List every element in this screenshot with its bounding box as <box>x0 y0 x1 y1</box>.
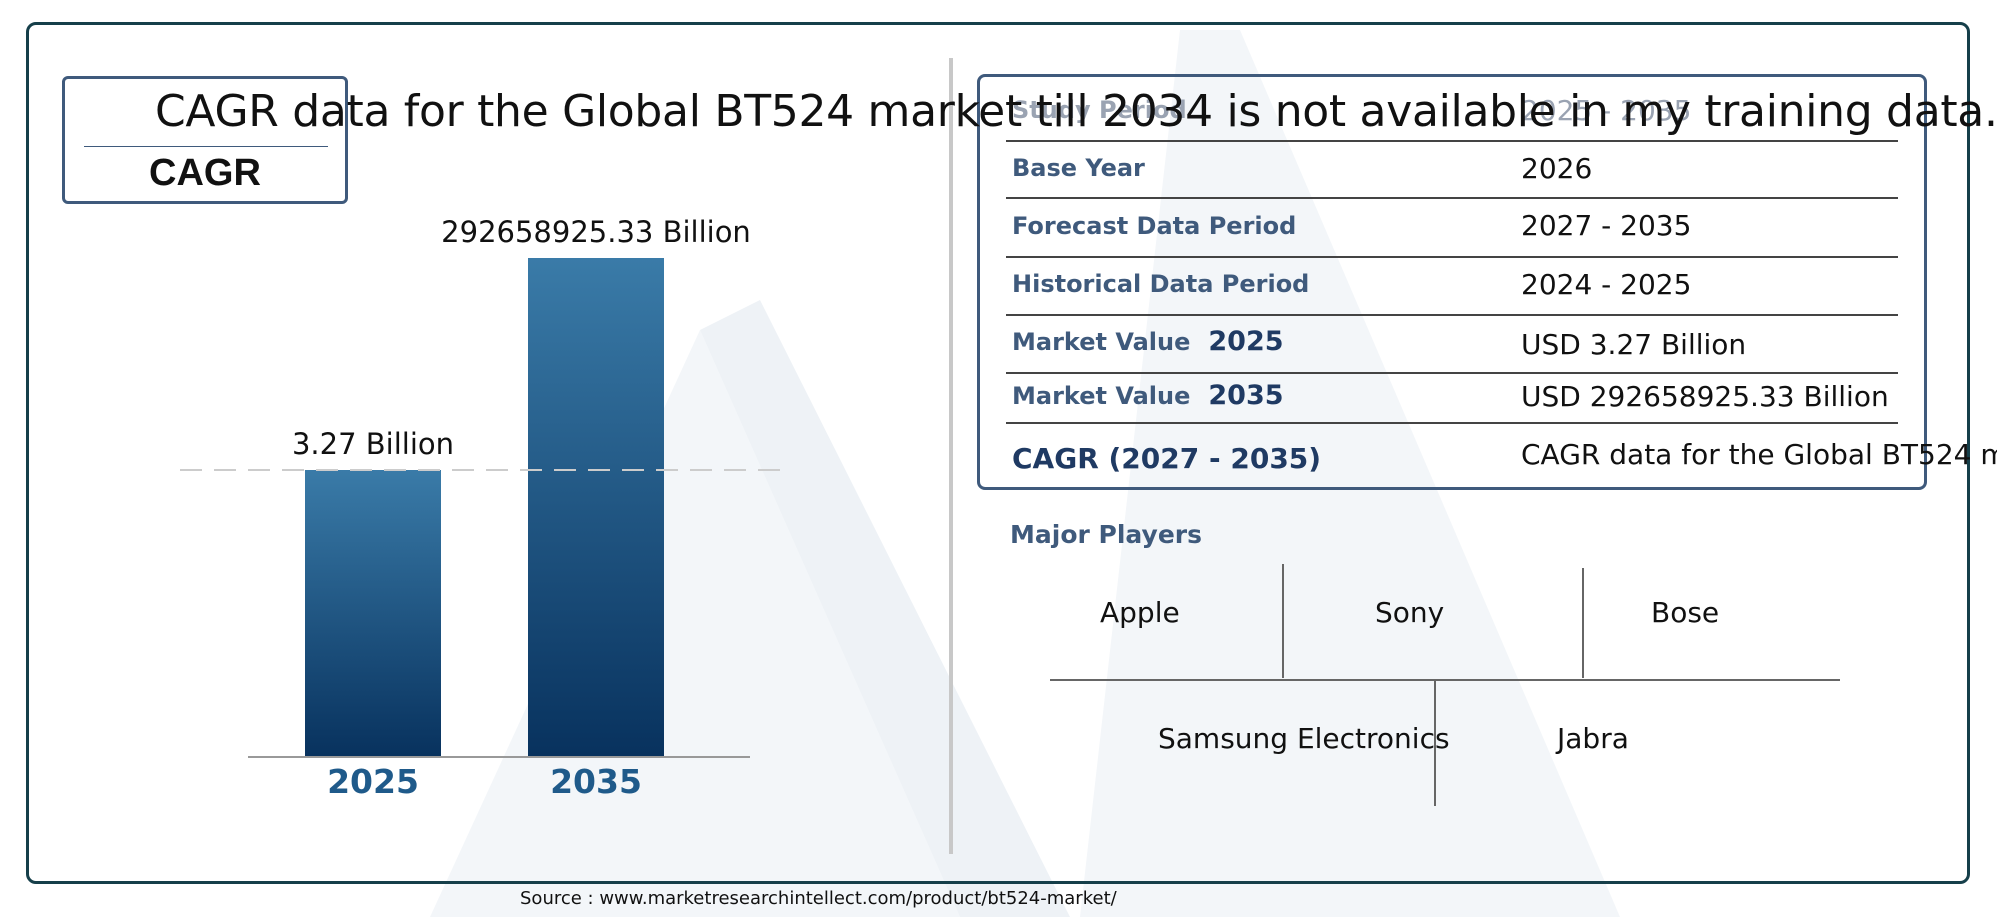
player-divider <box>1282 564 1284 678</box>
row-label-text: Market Value <box>1012 382 1191 410</box>
row-value-historical-period: 2024 - 2025 <box>1521 268 1692 301</box>
tick-label-2025: 2025 <box>327 762 419 801</box>
row-value-base-year: 2026 <box>1521 152 1593 185</box>
player-jabra: Jabra <box>1557 722 1629 755</box>
info-table-box <box>977 74 1927 490</box>
row-value-cagr: CAGR data for the Global BT524 mark <box>1521 438 1997 471</box>
row-label-historical-period: Historical Data Period <box>1012 270 1310 298</box>
tick-label-2035: 2035 <box>550 762 642 801</box>
major-players-title: Major Players <box>1010 520 1202 549</box>
row-label-forecast-period: Forecast Data Period <box>1012 212 1297 240</box>
row-year-2035: 2035 <box>1208 380 1284 411</box>
row-divider <box>1006 314 1898 316</box>
row-value-study-period: 2025 - 2035 <box>1521 94 1692 127</box>
row-label-market-value-2035: Market Value 2035 <box>1012 380 1284 411</box>
vertical-divider <box>949 58 953 854</box>
player-divider <box>1050 679 1840 681</box>
bar-chart: 3.27 Billion 2025 292658925.33 Billion 2035 <box>180 215 790 801</box>
cagr-box <box>62 76 348 204</box>
player-samsung-electronics: Samsung Electronics <box>1158 722 1450 755</box>
bar-2025 <box>305 470 441 756</box>
row-divider <box>1006 256 1898 258</box>
content-frame <box>26 22 1970 884</box>
row-divider <box>1006 372 1898 374</box>
player-sony: Sony <box>1375 596 1445 629</box>
row-divider <box>1006 197 1898 199</box>
row-label-cagr: CAGR (2027 - 2035) <box>1012 442 1322 475</box>
row-value-market-value-2025: USD 3.27 Billion <box>1521 328 1747 361</box>
row-divider <box>1006 140 1898 142</box>
headline-text: CAGR data for the Global BT524 market ti… <box>155 86 1998 137</box>
row-value-market-value-2035: USD 292658925.33 Billion <box>1521 380 1889 413</box>
player-divider <box>1434 680 1436 806</box>
row-label-study-period: Study Period <box>1012 96 1187 124</box>
player-apple: Apple <box>1100 596 1180 629</box>
row-label-base-year: Base Year <box>1012 154 1145 182</box>
row-label-market-value-2025: Market Value 2025 <box>1012 326 1284 357</box>
data-label-2035: 292658925.33 Billion <box>441 215 751 249</box>
data-label-2025: 3.27 Billion <box>292 427 454 461</box>
row-label-text: Market Value <box>1012 328 1191 356</box>
player-divider <box>1582 568 1584 678</box>
cagr-divider <box>84 146 328 147</box>
row-year-2025: 2025 <box>1208 326 1284 357</box>
bar-2035 <box>528 258 664 756</box>
player-bose: Bose <box>1651 596 1720 629</box>
cagr-label: CAGR <box>149 152 261 194</box>
row-divider <box>1006 422 1898 424</box>
row-value-forecast-period: 2027 - 2035 <box>1521 209 1692 242</box>
source-text: Source : www.marketresearchintellect.com… <box>520 888 1117 909</box>
